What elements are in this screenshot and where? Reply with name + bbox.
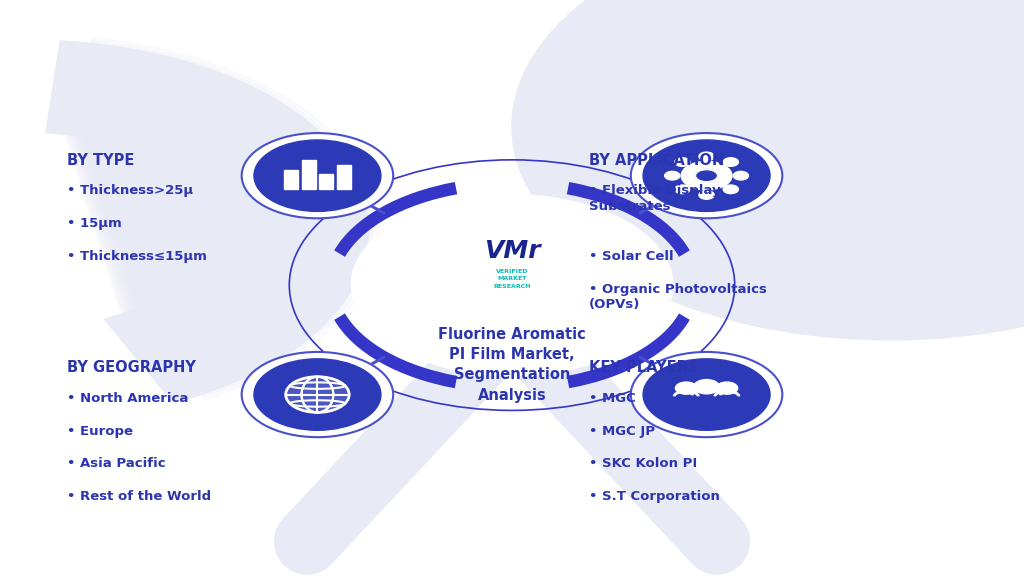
Polygon shape <box>82 66 328 375</box>
Polygon shape <box>83 63 334 378</box>
Circle shape <box>254 359 381 430</box>
Polygon shape <box>77 85 294 359</box>
Polygon shape <box>66 119 232 328</box>
Text: • 15μm: • 15μm <box>67 217 121 230</box>
Circle shape <box>694 380 719 394</box>
Polygon shape <box>62 128 215 320</box>
Polygon shape <box>73 97 271 348</box>
Polygon shape <box>78 81 300 362</box>
Polygon shape <box>72 100 266 345</box>
Text: BY GEOGRAPHY: BY GEOGRAPHY <box>67 360 196 375</box>
Circle shape <box>723 185 738 194</box>
Circle shape <box>681 161 732 190</box>
Circle shape <box>631 352 782 437</box>
Circle shape <box>675 185 690 194</box>
Polygon shape <box>80 75 311 367</box>
Polygon shape <box>71 103 260 342</box>
Text: • Solar Cell: • Solar Cell <box>589 250 674 263</box>
Polygon shape <box>67 116 238 331</box>
Text: • S.T Corporation: • S.T Corporation <box>589 490 720 503</box>
Text: • Flexible Display
Substrates: • Flexible Display Substrates <box>589 184 721 213</box>
Circle shape <box>676 382 697 394</box>
Circle shape <box>631 133 782 218</box>
Polygon shape <box>70 107 255 339</box>
Circle shape <box>242 133 393 218</box>
Polygon shape <box>79 78 305 364</box>
Circle shape <box>695 169 718 182</box>
Polygon shape <box>91 37 379 400</box>
Text: MARKET: MARKET <box>498 276 526 281</box>
Text: • Thickness≤15μm: • Thickness≤15μm <box>67 250 207 263</box>
Bar <box>284 169 298 190</box>
Circle shape <box>643 359 770 430</box>
Text: VERIFIED: VERIFIED <box>496 269 528 274</box>
Circle shape <box>733 172 749 180</box>
Circle shape <box>716 382 737 394</box>
Text: • Thickness>25μ: • Thickness>25μ <box>67 184 193 198</box>
Text: • MGC: • MGC <box>589 392 636 405</box>
Polygon shape <box>87 50 356 389</box>
Circle shape <box>242 352 393 437</box>
Text: • Rest of the World: • Rest of the World <box>67 490 211 503</box>
Polygon shape <box>85 56 345 384</box>
Text: BY APPLICATION: BY APPLICATION <box>589 153 724 168</box>
Circle shape <box>723 158 738 166</box>
Polygon shape <box>68 113 244 334</box>
Circle shape <box>675 158 690 166</box>
Polygon shape <box>90 41 373 397</box>
Bar <box>319 175 334 190</box>
Polygon shape <box>88 47 361 392</box>
Text: • SKC Kolon PI: • SKC Kolon PI <box>589 457 697 471</box>
Polygon shape <box>86 53 350 386</box>
Text: Fluorine Aromatic
PI Film Market,
Segmentation
Analysis: Fluorine Aromatic PI Film Market, Segmen… <box>438 327 586 403</box>
Circle shape <box>286 377 349 412</box>
Polygon shape <box>65 122 226 325</box>
Circle shape <box>699 152 714 161</box>
Polygon shape <box>81 69 323 373</box>
Polygon shape <box>46 41 369 403</box>
Text: KEY PLAYERS: KEY PLAYERS <box>589 360 698 375</box>
Text: • Asia Pacific: • Asia Pacific <box>67 457 165 471</box>
Circle shape <box>512 0 1024 340</box>
Text: • Europe: • Europe <box>67 425 132 438</box>
Circle shape <box>699 191 714 199</box>
Polygon shape <box>84 59 339 381</box>
Polygon shape <box>74 94 278 350</box>
Text: VMr: VMr <box>483 238 541 263</box>
Text: • North America: • North America <box>67 392 188 405</box>
Text: BY TYPE: BY TYPE <box>67 153 134 168</box>
Circle shape <box>351 195 673 376</box>
Circle shape <box>643 140 770 211</box>
Polygon shape <box>89 44 368 395</box>
Polygon shape <box>69 109 249 337</box>
Text: • Organic Photovoltaics
(OPVs): • Organic Photovoltaics (OPVs) <box>589 283 767 312</box>
Circle shape <box>254 140 381 211</box>
Polygon shape <box>63 125 221 323</box>
Bar <box>337 165 351 190</box>
Polygon shape <box>76 88 289 356</box>
Polygon shape <box>81 72 316 370</box>
Text: • MGC JP: • MGC JP <box>589 425 654 438</box>
Bar <box>301 160 315 190</box>
Polygon shape <box>75 91 283 353</box>
Text: RESEARCH: RESEARCH <box>494 284 530 289</box>
Circle shape <box>665 172 680 180</box>
